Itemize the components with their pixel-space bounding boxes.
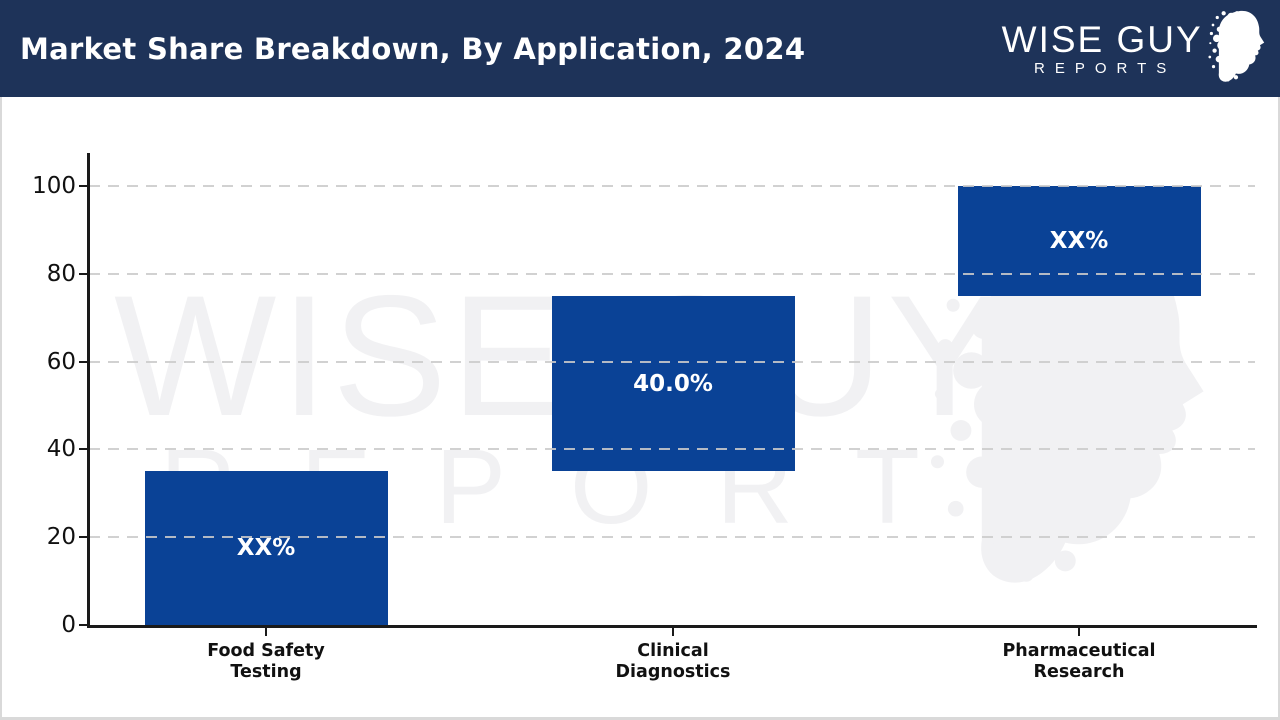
y-tick-label: 100	[32, 173, 76, 199]
wiseguy-face-icon	[1208, 10, 1264, 82]
y-tick-label: 0	[61, 612, 76, 638]
x-tick-mark	[265, 628, 267, 636]
category-label-line: Testing	[230, 662, 302, 682]
category-label: Food Safety Testing	[146, 641, 386, 683]
y-tick-mark	[79, 272, 88, 275]
plot-area: 0 20 40 60 80 100 XX% Food Safety Testing 40.0% Cl…	[2, 97, 1278, 717]
x-tick-mark	[672, 628, 674, 636]
y-tick-mark	[79, 360, 88, 363]
y-tick-mark	[79, 536, 88, 539]
y-tick-mark	[79, 185, 88, 187]
gridline-20	[89, 536, 1255, 539]
bar-value-label: XX%	[1049, 227, 1109, 254]
chart-title: Market Share Breakdown, By Application, …	[20, 31, 806, 66]
y-tick-mark	[79, 624, 88, 626]
wiseguy-logo-name: WISE GUY	[1001, 19, 1203, 60]
category-label-line: Clinical	[637, 641, 709, 661]
wiseguy-logo: WISE GUY REPORTS	[1002, 8, 1266, 90]
y-tick-mark	[79, 448, 88, 451]
bar-value-label: XX%	[236, 535, 296, 562]
gridline-80	[89, 272, 1255, 275]
gridline-100	[89, 185, 1255, 187]
category-label-line: Research	[1033, 662, 1125, 682]
category-label-line: Pharmaceutical	[1002, 641, 1156, 661]
bar-value-label: 40.0%	[633, 370, 713, 397]
gridline-40	[89, 448, 1255, 451]
y-tick-label: 40	[46, 436, 76, 463]
bar-segment: XX%	[957, 186, 1201, 296]
gridline-60	[89, 360, 1255, 363]
y-tick-label: 20	[46, 524, 76, 551]
chart-area: WISE GUY REPORTS	[0, 97, 1280, 720]
category-label-line: Diagnostics	[615, 662, 731, 682]
x-axis	[87, 625, 1257, 628]
bar-segment: 40.0%	[551, 295, 795, 472]
wiseguy-logo-text: WISE GUY REPORTS	[1001, 19, 1203, 78]
header: Market Share Breakdown, By Application, …	[0, 0, 1280, 97]
y-tick-label: 80	[46, 260, 76, 287]
category-label: Clinical Diagnostics	[553, 641, 793, 683]
wiseguy-logo-subtitle: REPORTS	[1034, 60, 1177, 77]
y-tick-label: 60	[46, 348, 76, 375]
category-label: Pharmaceutical Research	[959, 641, 1199, 683]
category-label-line: Food Safety	[207, 641, 325, 661]
x-tick-mark	[1078, 628, 1080, 636]
bar-segment: XX%	[144, 471, 388, 625]
y-axis	[87, 153, 90, 627]
